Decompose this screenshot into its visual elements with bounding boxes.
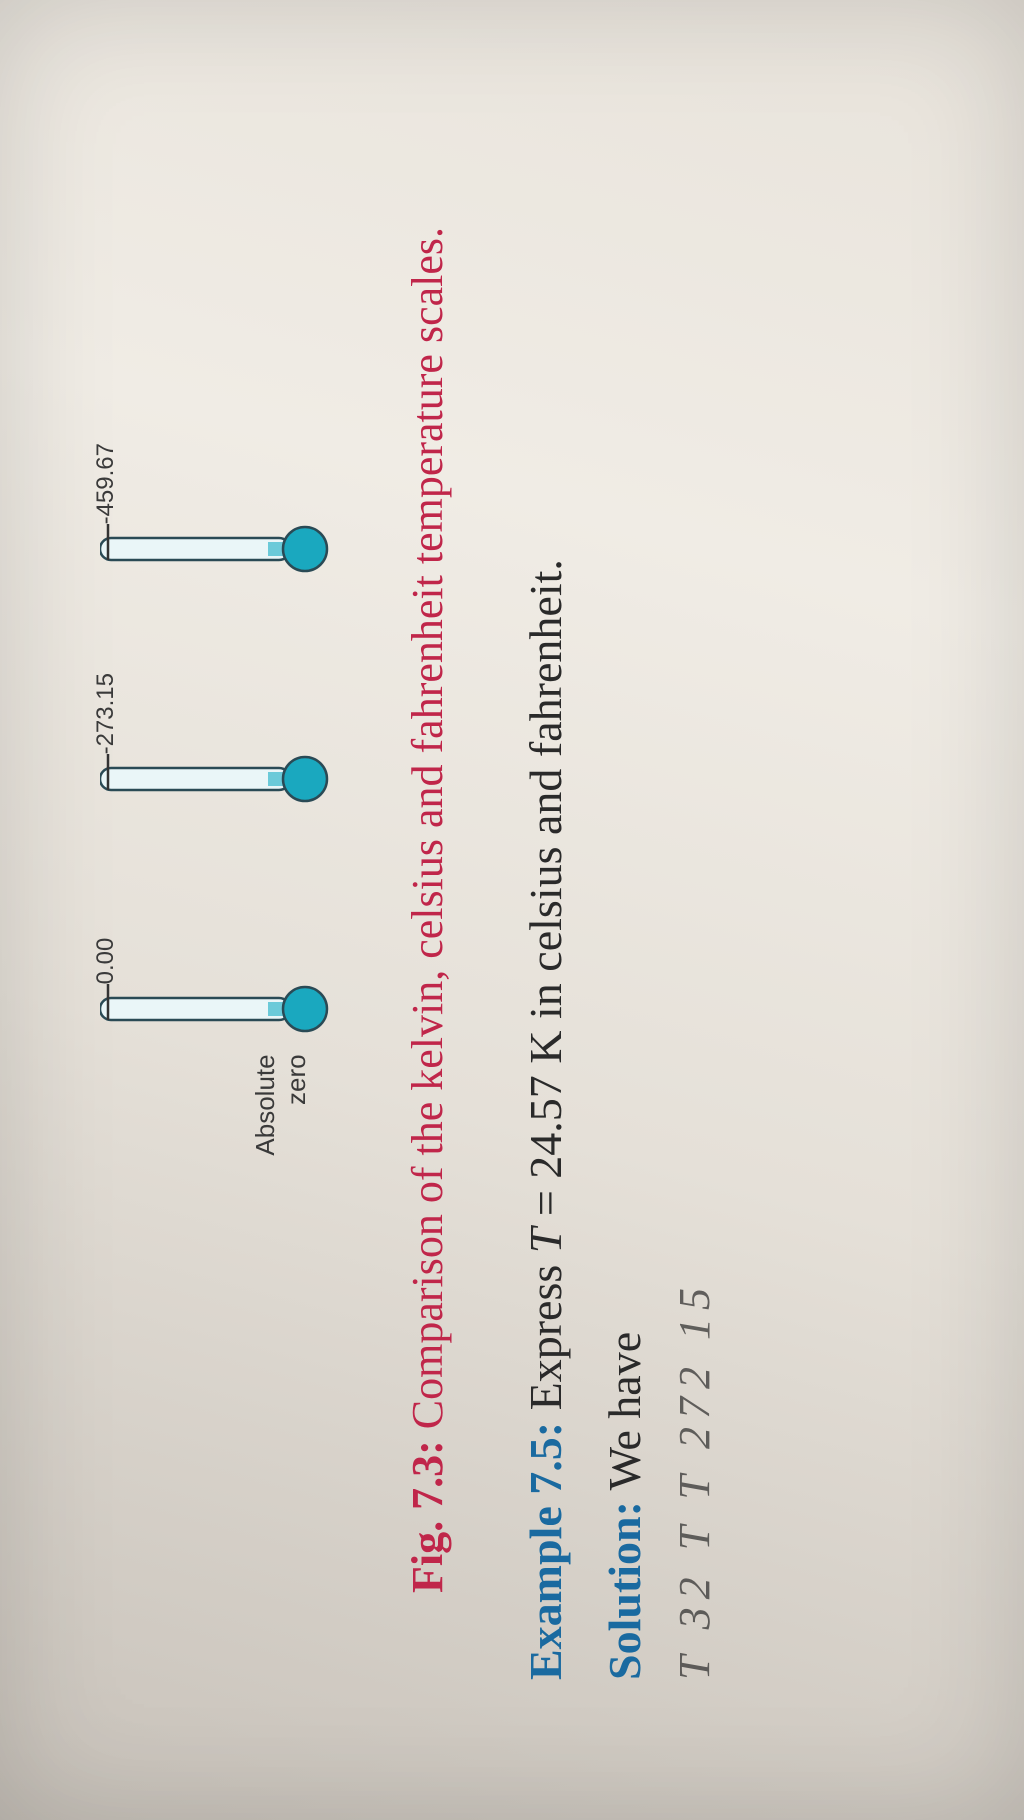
example-text-after: in celsius and fahrenheit. [520, 559, 571, 1030]
abs-zero-line2: zero [281, 1054, 311, 1105]
thermo-group-kelvin: Absolute zero 0.00 [100, 984, 335, 1155]
thermometer-row: Absolute zero 0.00 -273.15 [100, 80, 335, 1740]
solution-label: Solution: [599, 1501, 650, 1680]
fig-label: Fig. 7.3: [403, 1440, 452, 1593]
fahrenheit-value: -459.67 [92, 443, 120, 524]
abs-zero-line1: Absolute [250, 1054, 280, 1155]
celsius-value: -273.15 [92, 673, 120, 754]
kelvin-value: 0.00 [92, 938, 120, 985]
thermo-group-fahrenheit: -459.67 [100, 524, 335, 574]
example-equals: = [520, 1179, 571, 1228]
caption-text: Comparison of the kelvin, celsius and fa… [403, 227, 452, 1429]
thermometer-icon [100, 524, 330, 574]
example-variable: T [520, 1228, 571, 1254]
solution-text: We have [599, 1332, 650, 1501]
thermo-group-celsius: -273.15 [100, 754, 335, 804]
thermometer-kelvin: 0.00 [100, 984, 335, 1034]
thermometer-icon [100, 984, 330, 1034]
cutoff-fragment: T 32 T T 272 15 [669, 140, 720, 1680]
example-paragraph: Example 7.5: Express T = 24.57 K in cels… [511, 140, 580, 1680]
page-content: Absolute zero 0.00 -273.15 [0, 0, 1024, 1820]
solution-line: Solution: We have [590, 140, 659, 1680]
example-text-before: Express [520, 1253, 571, 1410]
example-value: 24.57 K [520, 1030, 571, 1178]
figure-caption: Fig. 7.3: Comparison of the kelvin, cels… [395, 140, 461, 1680]
thermometer-fahrenheit: -459.67 [100, 524, 335, 574]
thermometer-celsius: -273.15 [100, 754, 335, 804]
thermometer-icon [100, 754, 330, 804]
absolute-zero-label: Absolute zero [250, 1054, 312, 1155]
example-label: Example 7.5: [520, 1422, 571, 1680]
